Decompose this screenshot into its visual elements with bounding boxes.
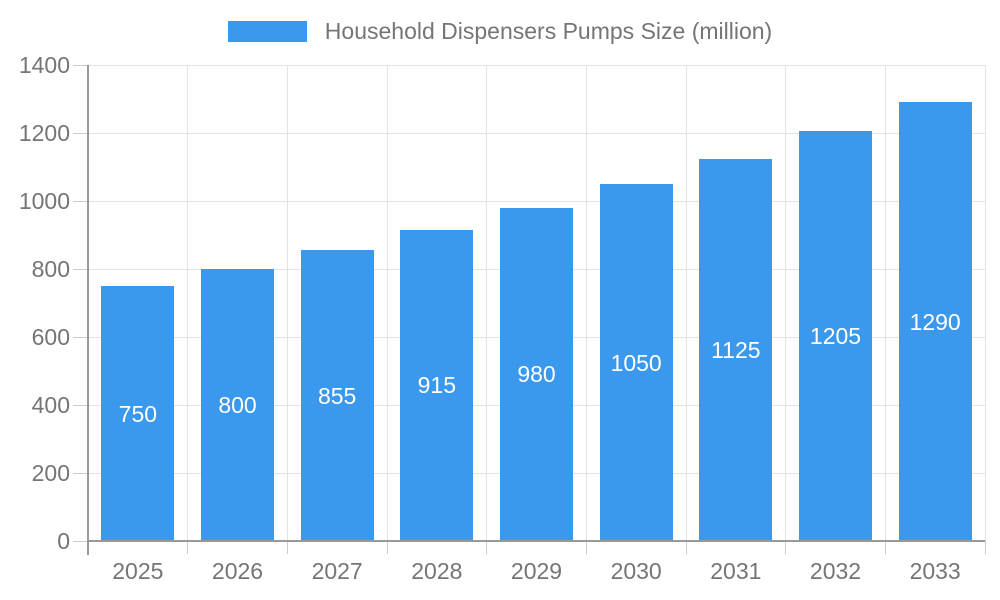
y-tick-200 bbox=[73, 472, 88, 474]
x-axis-label-2030: 2030 bbox=[610, 558, 662, 584]
bar-2026[interactable] bbox=[201, 269, 274, 541]
bar-2033[interactable] bbox=[898, 102, 972, 541]
x-tick-1 bbox=[187, 541, 189, 554]
category-boundary-line-8 bbox=[884, 65, 886, 541]
category-boundary-line-3 bbox=[386, 65, 388, 541]
bar-2029[interactable] bbox=[500, 207, 573, 541]
x-axis-label-2025: 2025 bbox=[112, 558, 164, 584]
legend[interactable]: Household Dispensers Pumps Size (million… bbox=[0, 18, 1000, 45]
y-axis-label-600: 600 bbox=[31, 324, 70, 350]
y-axis-label-1000: 1000 bbox=[18, 188, 70, 214]
category-boundary-line-9 bbox=[984, 65, 986, 541]
y-tick-1200 bbox=[73, 132, 88, 134]
y-axis-label-1200: 1200 bbox=[18, 120, 70, 146]
legend-swatch[interactable] bbox=[227, 21, 307, 42]
legend-label: Household Dispensers Pumps Size (million… bbox=[324, 18, 773, 44]
x-tick-6 bbox=[685, 541, 687, 554]
y-axis-label-800: 800 bbox=[31, 256, 70, 282]
x-tick-9 bbox=[984, 541, 986, 554]
bar-2028[interactable] bbox=[400, 229, 474, 541]
x-tick-7 bbox=[785, 541, 787, 554]
bar-value-label-2030: 1050 bbox=[610, 349, 662, 376]
x-axis-label-2026: 2026 bbox=[211, 558, 264, 584]
category-boundary-line-1 bbox=[187, 65, 189, 541]
x-axis-label-2029: 2029 bbox=[510, 558, 563, 584]
bar-2030[interactable] bbox=[599, 184, 673, 541]
x-tick-5 bbox=[585, 541, 587, 554]
bar-value-label-2032: 1205 bbox=[809, 323, 862, 350]
bar-value-label-2027: 855 bbox=[317, 382, 357, 409]
x-axis-line bbox=[88, 540, 985, 542]
y-tick-0 bbox=[73, 540, 88, 542]
x-tick-2 bbox=[286, 541, 288, 554]
bar-value-label-2029: 980 bbox=[517, 361, 556, 388]
x-axis-label-2033: 2033 bbox=[909, 558, 961, 584]
category-boundary-line-5 bbox=[585, 65, 587, 541]
bar-value-label-2025: 750 bbox=[118, 400, 158, 427]
x-tick-4 bbox=[486, 541, 488, 554]
x-axis-label-2027: 2027 bbox=[311, 558, 363, 584]
bar-2025[interactable] bbox=[101, 286, 175, 541]
y-gridline-1200 bbox=[88, 132, 985, 134]
bar-2027[interactable] bbox=[300, 250, 374, 541]
plot-area: 0 200 400 600 800 1000 1200 1400 750 2025 800 2026 8… bbox=[19, 52, 986, 584]
x-axis-label-2032: 2032 bbox=[809, 558, 862, 584]
y-gridline-1000 bbox=[88, 200, 985, 202]
bar-value-label-2031: 1125 bbox=[711, 336, 761, 363]
bar-2031[interactable] bbox=[699, 158, 773, 541]
bar-value-label-2028: 915 bbox=[417, 372, 457, 399]
y-tick-600 bbox=[73, 336, 88, 338]
y-tick-800 bbox=[73, 268, 88, 270]
y-tick-400 bbox=[73, 404, 88, 406]
bar-value-label-2033: 1290 bbox=[909, 308, 961, 335]
bar-value-label-2026: 800 bbox=[218, 392, 257, 418]
category-boundary-line-6 bbox=[685, 65, 687, 541]
y-axis-label-1400: 1400 bbox=[18, 52, 70, 78]
y-axis-label-200: 200 bbox=[31, 460, 70, 486]
y-tick-1000 bbox=[73, 200, 88, 202]
category-boundary-line-2 bbox=[286, 65, 288, 541]
bar-2032[interactable] bbox=[799, 131, 872, 541]
y-axis-label-400: 400 bbox=[31, 392, 70, 418]
x-tick-3 bbox=[386, 541, 388, 554]
x-axis-label-2031: 2031 bbox=[710, 558, 762, 584]
y-axis-label-0: 0 bbox=[57, 528, 70, 554]
y-gridline-1400 bbox=[88, 64, 985, 66]
x-axis-label-2028: 2028 bbox=[411, 558, 463, 584]
category-boundary-line-4 bbox=[486, 65, 488, 541]
x-tick-8 bbox=[884, 541, 886, 554]
category-boundary-line-7 bbox=[785, 65, 787, 541]
y-axis-line bbox=[87, 65, 89, 555]
y-tick-1400 bbox=[73, 64, 88, 66]
